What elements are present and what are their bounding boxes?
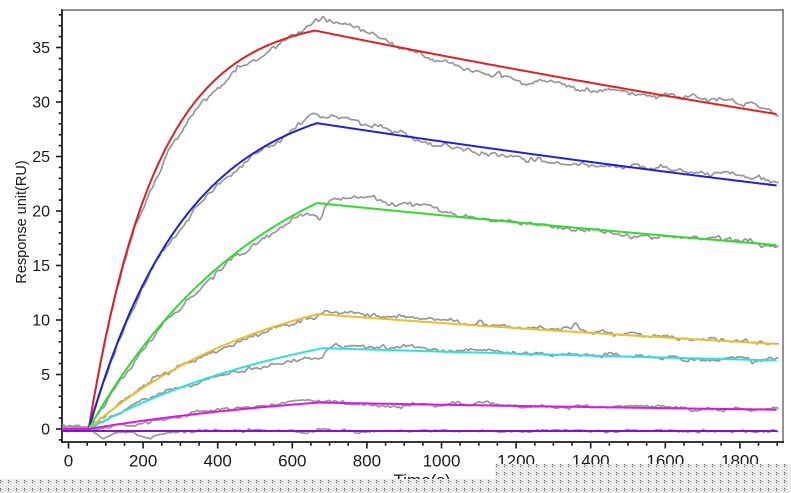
svg-text:800: 800 (353, 452, 381, 471)
svg-text:35: 35 (32, 40, 50, 57)
svg-text:5: 5 (41, 367, 50, 384)
svg-text:15: 15 (32, 258, 50, 275)
svg-text:25: 25 (32, 149, 50, 166)
svg-text:0: 0 (41, 422, 50, 439)
svg-text:400: 400 (204, 452, 232, 471)
svg-text:1000: 1000 (423, 452, 461, 471)
svg-text:Response unit(RU): Response unit(RU) (14, 160, 30, 283)
svg-text:10: 10 (32, 313, 50, 330)
svg-text:0: 0 (64, 452, 73, 471)
svg-text:30: 30 (32, 95, 50, 112)
svg-text:200: 200 (129, 452, 157, 471)
svg-text:20: 20 (32, 204, 50, 221)
svg-text:600: 600 (278, 452, 306, 471)
